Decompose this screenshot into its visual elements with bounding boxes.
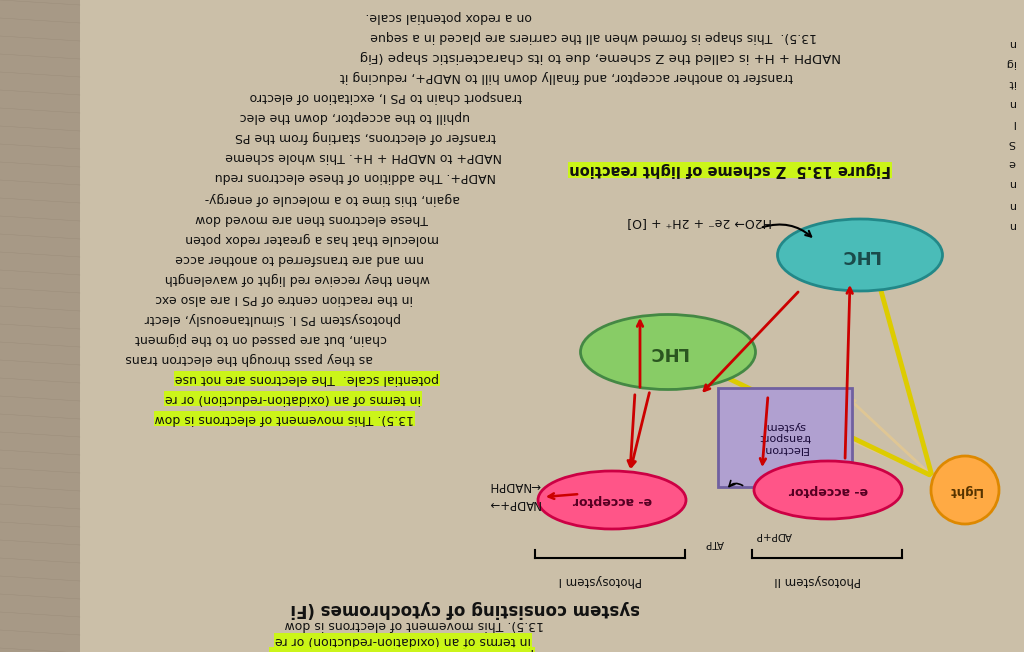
- Text: Photosystem II: Photosystem II: [774, 574, 861, 587]
- FancyBboxPatch shape: [718, 388, 852, 487]
- Text: NADP+ to NADPH + H+. This whole scheme: NADP+ to NADPH + H+. This whole scheme: [225, 150, 502, 163]
- Text: transfer to another acceptor, and finally down hill to NADP+, reducing it: transfer to another acceptor, and finall…: [340, 70, 793, 83]
- Text: in the reaction centre of PS I are also exc: in the reaction centre of PS I are also …: [155, 292, 413, 305]
- Text: n: n: [1008, 200, 1015, 210]
- Text: transfer of electrons, starting from the PS: transfer of electrons, starting from the…: [234, 130, 496, 143]
- Text: n: n: [1008, 38, 1015, 48]
- Text: ATP: ATP: [705, 538, 723, 548]
- Text: NADPH + H+ is called the Z scheme, due to its characteristic shape (Fig: NADPH + H+ is called the Z scheme, due t…: [360, 50, 842, 63]
- Text: e- acceptor: e- acceptor: [788, 484, 867, 497]
- Text: nm and are transferred to another acce: nm and are transferred to another acce: [175, 252, 424, 265]
- Text: H2O→ 2e⁻ + 2H⁺ + [O]: H2O→ 2e⁻ + 2H⁺ + [O]: [628, 216, 772, 228]
- Text: photosystem PS I. Simultaneously, electr: photosystem PS I. Simultaneously, electr: [145, 312, 401, 325]
- Text: n: n: [1008, 98, 1015, 108]
- Text: 13.5). This movement of electrons is dow: 13.5). This movement of electrons is dow: [155, 412, 415, 425]
- Text: 13.5). This movement of electrons is dow: 13.5). This movement of electrons is dow: [285, 618, 545, 631]
- Text: again, this time to a molecule of energy-: again, this time to a molecule of energy…: [205, 192, 460, 205]
- Text: potential scale.  The electrons are not use: potential scale. The electrons are not u…: [175, 372, 439, 385]
- Text: S: S: [1008, 138, 1015, 148]
- Text: chain, but are passed on to the pigment: chain, but are passed on to the pigment: [135, 332, 387, 345]
- Text: it: it: [1008, 78, 1015, 88]
- Text: Figure 13.5  Z scheme of light reaction: Figure 13.5 Z scheme of light reaction: [569, 162, 891, 177]
- Text: NADP+→: NADP+→: [487, 497, 540, 511]
- Ellipse shape: [931, 456, 999, 524]
- Text: e: e: [1008, 158, 1015, 168]
- Polygon shape: [0, 0, 80, 652]
- Text: ig: ig: [1005, 58, 1015, 68]
- Ellipse shape: [777, 219, 942, 291]
- Text: potential scale.  The electrons are not use: potential scale. The electrons are not u…: [270, 648, 535, 652]
- Text: Light: Light: [948, 484, 982, 497]
- Text: as they pass through the electron trans: as they pass through the electron trans: [125, 352, 373, 365]
- Text: molecule that has a greater redox poten: molecule that has a greater redox poten: [185, 232, 438, 245]
- Text: uphill to the acceptor, down the elec: uphill to the acceptor, down the elec: [240, 110, 470, 123]
- Text: system consisting of cytochromes (Fi: system consisting of cytochromes (Fi: [290, 600, 640, 618]
- Text: when they receive red light of wavelength: when they receive red light of wavelengt…: [165, 272, 430, 285]
- Text: n: n: [1008, 220, 1015, 230]
- Text: LHC: LHC: [648, 343, 688, 361]
- Text: Photosystem I: Photosystem I: [558, 574, 642, 587]
- Text: transport chain to PS I, excitation of electro: transport chain to PS I, excitation of e…: [250, 90, 522, 103]
- Ellipse shape: [538, 471, 686, 529]
- Text: ←NADPH: ←NADPH: [488, 479, 540, 492]
- Text: These electrons then are moved dow: These electrons then are moved dow: [195, 212, 428, 225]
- Text: n: n: [1008, 178, 1015, 188]
- Text: on a redox potential scale.: on a redox potential scale.: [365, 10, 531, 23]
- Text: Electron
transport
system: Electron transport system: [759, 421, 811, 454]
- Text: NADP+. The addition of these electrons redu: NADP+. The addition of these electrons r…: [215, 170, 497, 183]
- Text: LHC: LHC: [840, 246, 880, 264]
- Ellipse shape: [754, 461, 902, 519]
- Text: ADP+P: ADP+P: [756, 530, 793, 540]
- Text: in terms of an (oxidation-reduction) or re: in terms of an (oxidation-reduction) or …: [275, 634, 531, 647]
- Text: e- acceptor: e- acceptor: [572, 494, 651, 507]
- Ellipse shape: [581, 314, 756, 389]
- Text: I: I: [1012, 118, 1015, 128]
- Text: in terms of an (oxidation-reduction) or re: in terms of an (oxidation-reduction) or …: [165, 392, 421, 405]
- Text: 13.5).  This shape is formed when all the carriers are placed in a seque: 13.5). This shape is formed when all the…: [370, 30, 817, 43]
